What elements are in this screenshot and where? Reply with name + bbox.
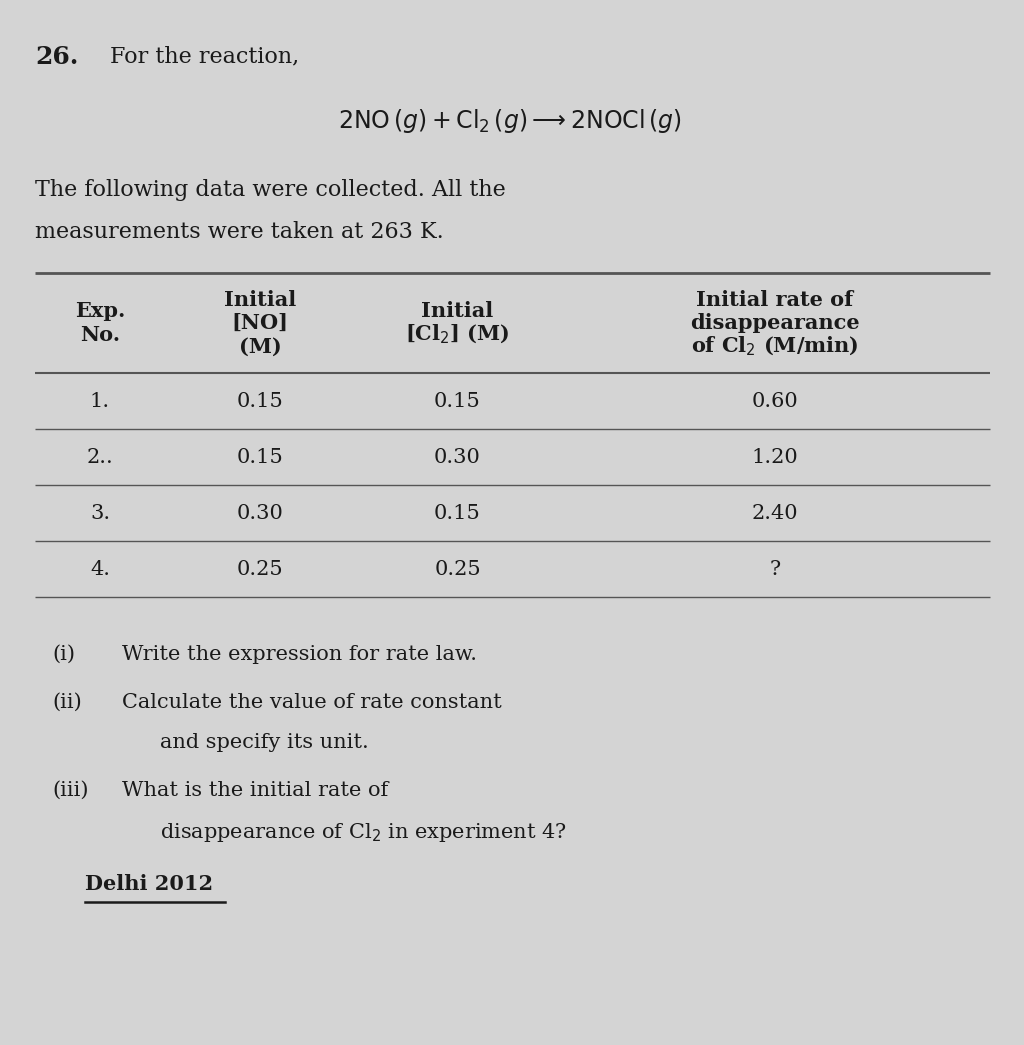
Text: (iii): (iii) — [52, 781, 88, 800]
Text: What is the initial rate of: What is the initial rate of — [122, 781, 388, 800]
Text: disappearance: disappearance — [690, 314, 860, 333]
Text: 0.25: 0.25 — [237, 559, 284, 579]
Text: and specify its unit.: and specify its unit. — [160, 733, 369, 752]
Text: 1.: 1. — [90, 392, 110, 411]
Text: 4.: 4. — [90, 559, 110, 579]
Text: The following data were collected. All the: The following data were collected. All t… — [35, 179, 506, 201]
Text: 3.: 3. — [90, 504, 110, 522]
Text: Calculate the value of rate constant: Calculate the value of rate constant — [122, 693, 502, 712]
Text: 26.: 26. — [35, 45, 79, 69]
Text: 0.25: 0.25 — [434, 559, 481, 579]
Text: 2.40: 2.40 — [752, 504, 799, 522]
Text: 0.30: 0.30 — [434, 447, 481, 466]
Text: of Cl$_2$ (M/min): of Cl$_2$ (M/min) — [691, 334, 859, 358]
Text: Write the expression for rate law.: Write the expression for rate law. — [122, 645, 477, 664]
Text: (ii): (ii) — [52, 693, 82, 712]
Text: For the reaction,: For the reaction, — [110, 45, 299, 67]
Text: [NO]: [NO] — [231, 314, 289, 333]
Text: 1.20: 1.20 — [752, 447, 799, 466]
Text: Initial rate of: Initial rate of — [696, 289, 854, 309]
Text: 0.60: 0.60 — [752, 392, 799, 411]
Text: No.: No. — [80, 325, 120, 345]
Text: 2..: 2.. — [87, 447, 114, 466]
Text: Initial: Initial — [421, 301, 494, 321]
Text: Initial: Initial — [224, 289, 296, 309]
Text: Delhi 2012: Delhi 2012 — [85, 874, 213, 895]
Text: 0.15: 0.15 — [237, 392, 284, 411]
Text: (M): (M) — [239, 336, 282, 356]
Text: (i): (i) — [52, 645, 75, 664]
Text: Exp.: Exp. — [75, 301, 125, 321]
Text: ?: ? — [769, 559, 780, 579]
Text: [Cl$_2$] (M): [Cl$_2$] (M) — [406, 323, 510, 346]
Text: 0.15: 0.15 — [434, 504, 481, 522]
Text: 0.30: 0.30 — [237, 504, 284, 522]
Text: measurements were taken at 263 K.: measurements were taken at 263 K. — [35, 220, 443, 243]
Text: 0.15: 0.15 — [434, 392, 481, 411]
Text: 0.15: 0.15 — [237, 447, 284, 466]
Text: disappearance of Cl$_2$ in experiment 4?: disappearance of Cl$_2$ in experiment 4? — [160, 821, 567, 844]
Text: $2\mathrm{NO}\,(g) + \mathrm{Cl}_2\,(g) \longrightarrow 2\mathrm{NOCl}\,(g)$: $2\mathrm{NO}\,(g) + \mathrm{Cl}_2\,(g) … — [338, 107, 682, 135]
